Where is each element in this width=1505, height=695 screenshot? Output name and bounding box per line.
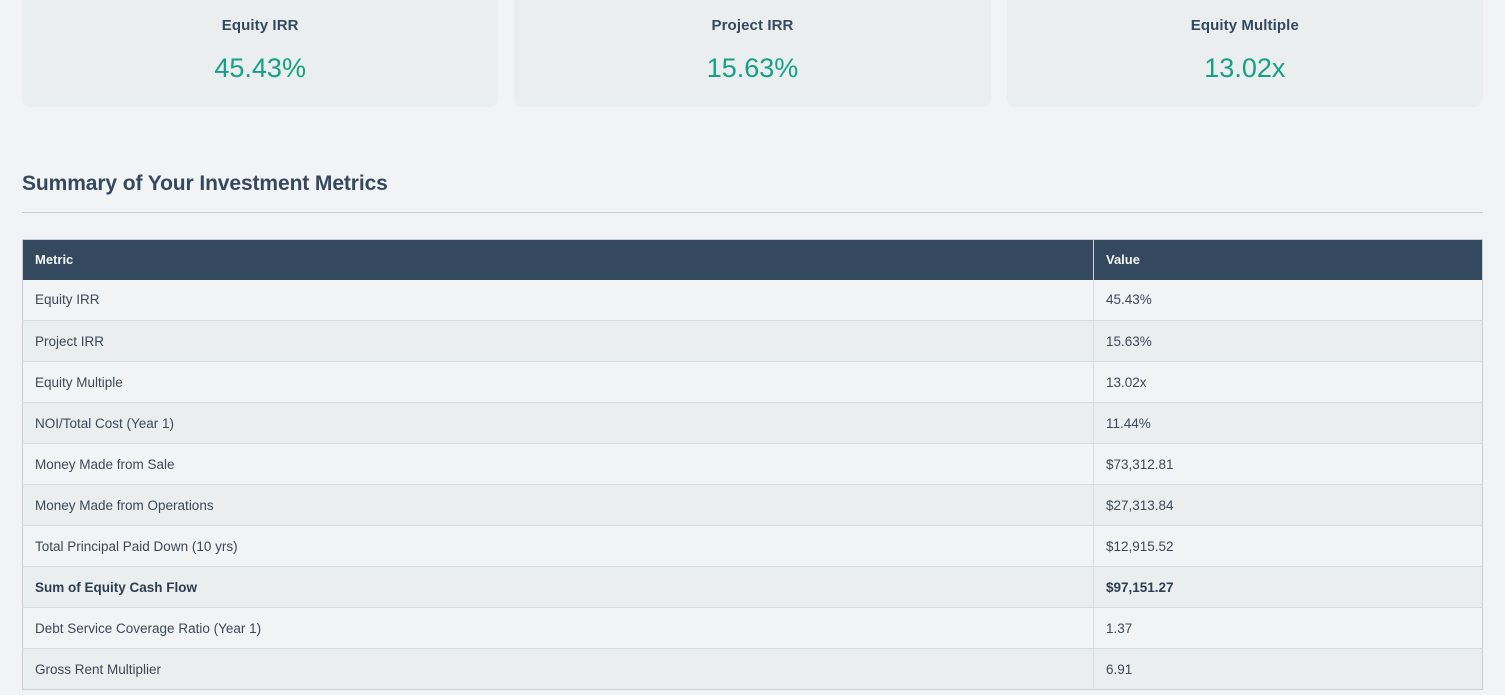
cell-metric: Money Made from Operations	[22, 484, 1094, 526]
table-row: NOI/Total Cost (Year 1) 11.44%	[22, 402, 1483, 444]
metrics-table-body: Equity IRR 45.43% Project IRR 15.63% Equity …	[22, 279, 1483, 690]
cell-metric: Equity Multiple	[22, 361, 1094, 403]
kpi-value: 13.02x	[1204, 53, 1286, 83]
kpi-card-equity-irr: Equity IRR 45.43%	[22, 0, 499, 107]
table-row: Total Principal Paid Down (10 yrs) $12,91…	[22, 525, 1483, 567]
table-row: Project IRR 15.63%	[22, 320, 1483, 362]
kpi-card-equity-multiple: Equity Multiple 13.02x	[1006, 0, 1483, 107]
kpi-label: Equity IRR	[221, 17, 299, 34]
cell-metric: Equity IRR	[22, 279, 1094, 321]
cell-value: 15.63%	[1093, 320, 1483, 362]
cell-value: 6.91	[1093, 648, 1483, 690]
table-row: Equity IRR 45.43%	[22, 279, 1483, 321]
section-divider	[22, 212, 1483, 214]
cell-metric: Gross Rent Multiplier	[22, 648, 1094, 690]
kpi-value: 45.43%	[214, 53, 306, 83]
cell-value: 13.02x	[1093, 361, 1483, 403]
cell-value: $12,915.52	[1093, 525, 1483, 567]
table-row: Gross Rent Multiplier 6.91	[22, 648, 1483, 690]
metrics-table-container: Metric Value Equity IRR 45.43% Project IRR…	[0, 221, 1505, 691]
metrics-table-head: Metric Value	[22, 239, 1483, 280]
kpi-value: 15.63%	[706, 53, 799, 83]
table-header-row: Metric Value	[22, 239, 1483, 280]
cell-value: $97,151.27	[1093, 566, 1483, 608]
table-row: Money Made from Sale $73,312.81	[22, 443, 1483, 485]
metrics-table: Metric Value Equity IRR 45.43% Project IRR…	[22, 239, 1483, 691]
cell-value: $73,312.81	[1093, 443, 1483, 485]
cell-metric: Sum of Equity Cash Flow	[22, 566, 1094, 608]
table-row: Equity Multiple 13.02x	[22, 361, 1483, 403]
cell-value: 1.37	[1093, 607, 1483, 649]
cell-metric: Project IRR	[22, 320, 1094, 362]
cell-metric: Total Principal Paid Down (10 yrs)	[22, 525, 1094, 567]
cell-value: 45.43%	[1093, 279, 1483, 321]
table-row: Money Made from Operations $27,313.84	[22, 484, 1483, 526]
kpi-card-project-irr: Project IRR 15.63%	[514, 0, 991, 107]
cell-value: $27,313.84	[1093, 484, 1483, 526]
cell-metric: Money Made from Sale	[22, 443, 1094, 485]
page-title: Summary of Your Investment Metrics	[22, 172, 388, 195]
kpi-card-row: Equity IRR 45.43% Project IRR 15.63% Equ…	[0, 0, 1505, 107]
cell-value: 11.44%	[1093, 402, 1483, 444]
cell-metric: Debt Service Coverage Ratio (Year 1)	[22, 607, 1094, 649]
summary-section-header: Summary of Your Investment Metrics	[0, 107, 1505, 214]
table-row: Debt Service Coverage Ratio (Year 1) 1.37	[22, 607, 1483, 649]
kpi-label: Project IRR	[711, 17, 794, 34]
column-header-value[interactable]: Value	[1093, 239, 1483, 280]
cell-metric: NOI/Total Cost (Year 1)	[22, 402, 1094, 444]
column-header-metric[interactable]: Metric	[22, 239, 1094, 280]
kpi-label: Equity Multiple	[1190, 17, 1299, 34]
table-row: Sum of Equity Cash Flow $97,151.27	[22, 566, 1483, 608]
